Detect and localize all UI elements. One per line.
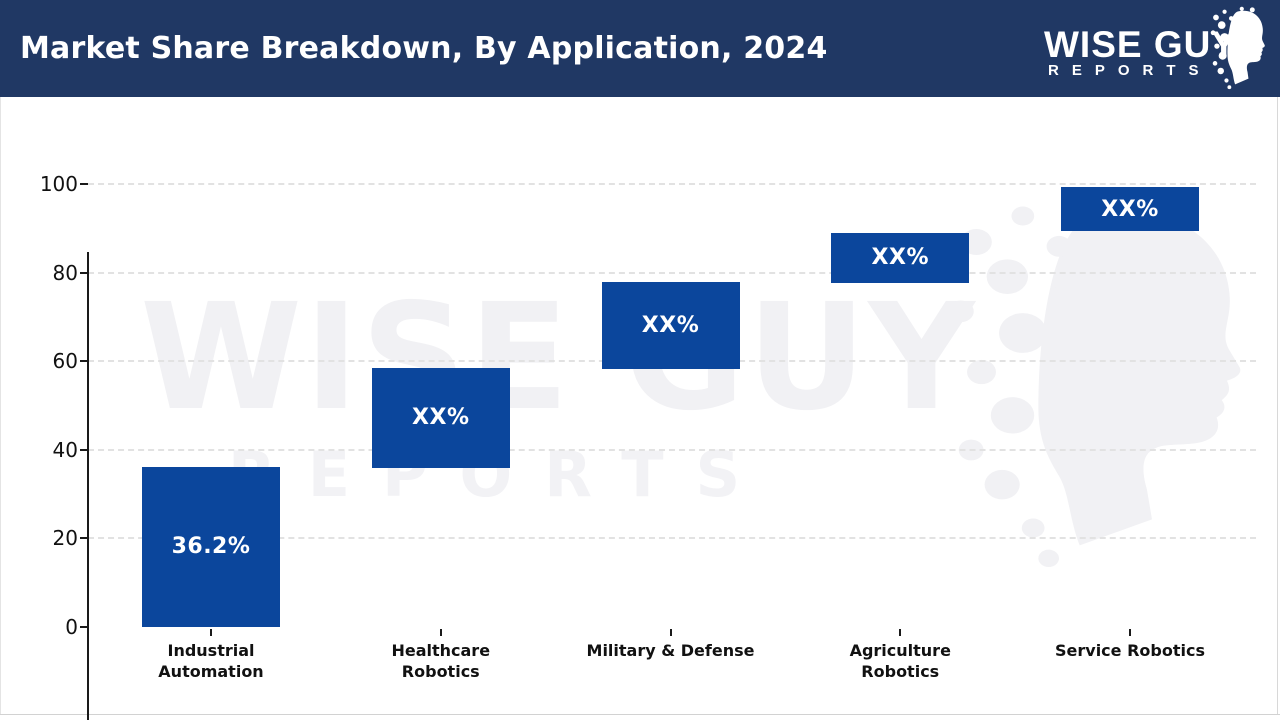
x-category-label-line: Service Robotics [1055, 641, 1205, 660]
x-category-label-line: Military & Defense [586, 641, 755, 660]
gridline-40 [88, 448, 1256, 451]
y-tick-mark-20 [80, 537, 88, 540]
page-border-right [1277, 97, 1278, 715]
y-tick-label-60: 60 [52, 349, 78, 374]
bar-value-label-3: XX% [641, 313, 700, 339]
y-tick-label-0: 0 [65, 615, 78, 639]
x-category-label-5: Service Robotics [1015, 640, 1245, 661]
y-tick-label-20: 20 [52, 526, 78, 551]
x-category-label-line: Industrial [167, 641, 255, 660]
bar-segment-4: XX% [831, 232, 970, 284]
bar-value-label-2: XX% [412, 405, 470, 431]
x-tick-mark-4 [899, 629, 902, 636]
wise-guy-head-icon [1210, 6, 1265, 90]
x-tick-mark-3 [669, 629, 672, 636]
watermark-head-icon [947, 206, 1241, 567]
gridline-20 [88, 537, 1256, 540]
bar-value-label-4: XX% [871, 245, 929, 271]
bar-segment-3: XX% [601, 281, 740, 370]
x-category-label-4: Agriculture Robotics [785, 640, 1015, 682]
y-tick-label-80: 80 [52, 260, 78, 285]
x-tick-mark-2 [439, 629, 442, 636]
x-tick-mark-5 [1129, 629, 1131, 636]
x-category-label-3: Military & Defense [556, 640, 786, 661]
y-axis-line [87, 252, 89, 720]
x-category-label-line: Healthcare [391, 641, 491, 660]
brand-logo-subtitle: REPORTS [1048, 62, 1212, 79]
y-tick-mark-60 [80, 360, 88, 363]
page-border-bottom [0, 714, 1280, 715]
x-category-label-line: Robotics [861, 662, 940, 681]
bar-segment-2: XX% [371, 368, 510, 468]
x-category-label-line: Agriculture [849, 641, 951, 660]
x-category-label-1: Industrial Automation [96, 640, 326, 682]
y-tick-label-40: 40 [52, 437, 78, 462]
header-bar: Market Share Breakdown, By Application, … [0, 0, 1280, 97]
y-tick-label-100: 100 [39, 172, 78, 196]
y-tick-mark-80 [80, 271, 88, 274]
y-tick-mark-100 [80, 183, 88, 185]
y-tick-mark-40 [80, 448, 88, 451]
brand-logo-wordmark: WISE GUY [1044, 24, 1238, 65]
page-title: Market Share Breakdown, By Application, … [20, 31, 828, 66]
x-tick-mark-1 [210, 629, 212, 636]
gridline-100 [88, 183, 1256, 185]
x-category-label-2: Healthcare Robotics [326, 640, 556, 682]
bar-segment-1: 36.2% [142, 466, 280, 627]
page-border-left [0, 97, 1, 715]
brand-logo: WISE GUY REPORTS [1016, 0, 1266, 97]
x-category-label-line: Robotics [401, 662, 480, 681]
gridline-80 [88, 271, 1256, 274]
y-tick-mark-0 [80, 626, 88, 628]
bar-value-label-1: 36.2% [171, 534, 251, 560]
bar-value-label-5: XX% [1101, 196, 1159, 222]
x-category-label-line: Automation [158, 662, 264, 681]
bar-segment-5: XX% [1061, 186, 1199, 232]
chart-plot-area [0, 97, 1280, 720]
watermark-wordmark: WISE GUY [140, 272, 977, 443]
